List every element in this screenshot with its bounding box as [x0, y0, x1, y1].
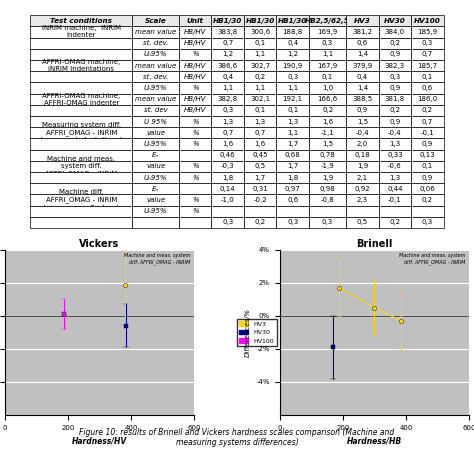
Text: Machine and meas. system
diff. AFFRI_OMAG - INRIM: Machine and meas. system diff. AFFRI_OMA…	[124, 253, 191, 265]
Text: Machine and meas. system
diff. AFFRI_OMAG - INRIM: Machine and meas. system diff. AFFRI_OMA…	[399, 253, 465, 265]
X-axis label: Hardness/HB: Hardness/HB	[347, 436, 402, 445]
X-axis label: Hardness/HV: Hardness/HV	[72, 436, 127, 445]
Y-axis label: Differences/%: Differences/%	[245, 308, 251, 357]
Title: Vickers: Vickers	[80, 239, 119, 249]
Text: Figure 10: results of Brinell and Vickers hardness scales comparison (Machine an: Figure 10: results of Brinell and Vicker…	[79, 428, 395, 448]
Title: Brinell: Brinell	[356, 239, 392, 249]
Legend: HV3, HV30, HV100: HV3, HV30, HV100	[237, 319, 276, 346]
